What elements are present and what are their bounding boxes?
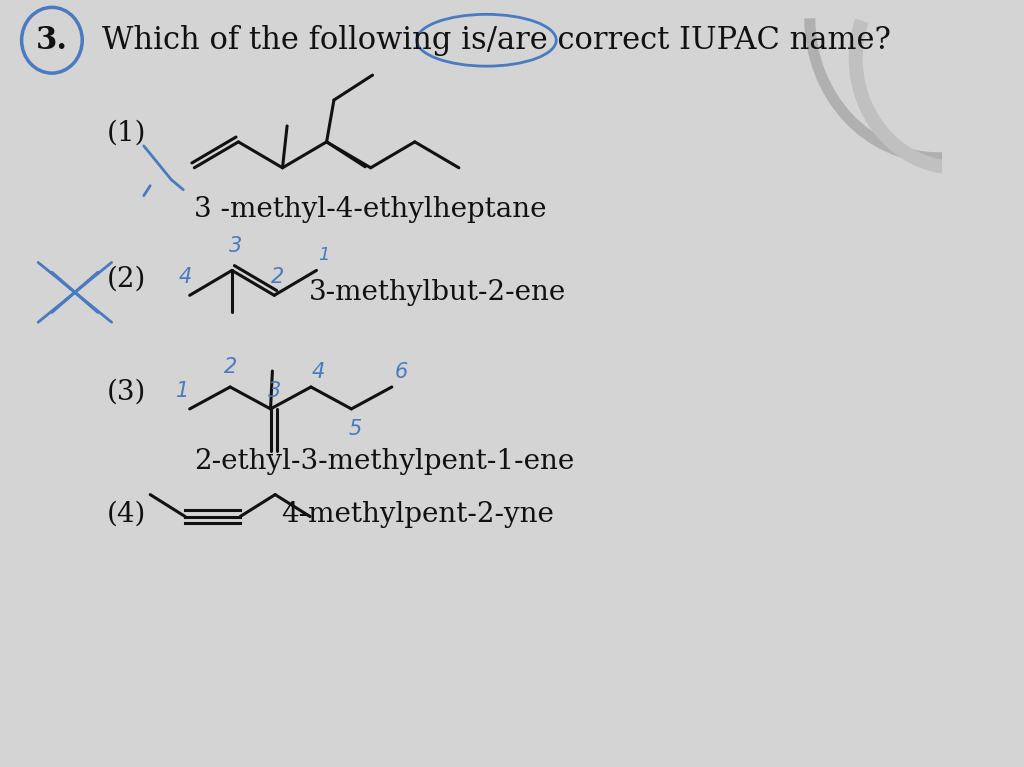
Text: 3 -methyl-4-ethylheptane: 3 -methyl-4-ethylheptane — [195, 196, 547, 223]
Text: (4): (4) — [108, 501, 146, 528]
Text: (3): (3) — [108, 378, 146, 406]
Text: 1: 1 — [176, 381, 189, 401]
Text: 3-methylbut-2-ene: 3-methylbut-2-ene — [309, 279, 566, 306]
Text: (2): (2) — [108, 266, 146, 293]
Text: 2: 2 — [223, 357, 237, 377]
Text: 6: 6 — [394, 362, 408, 382]
Text: 3: 3 — [229, 235, 243, 255]
Text: (1): (1) — [108, 120, 146, 146]
Text: 4: 4 — [178, 268, 191, 288]
Text: 3.: 3. — [36, 25, 68, 56]
Text: 5: 5 — [348, 419, 361, 439]
Text: 2: 2 — [271, 268, 285, 288]
Text: 4-methylpent-2-yne: 4-methylpent-2-yne — [282, 501, 554, 528]
Text: 2-ethyl-3-methylpent-1-ene: 2-ethyl-3-methylpent-1-ene — [195, 448, 574, 476]
Text: 3: 3 — [267, 381, 281, 401]
Text: 1: 1 — [318, 246, 330, 265]
Text: 4: 4 — [311, 362, 325, 382]
Text: Which of the following is/are correct IUPAC name?: Which of the following is/are correct IU… — [102, 25, 891, 56]
